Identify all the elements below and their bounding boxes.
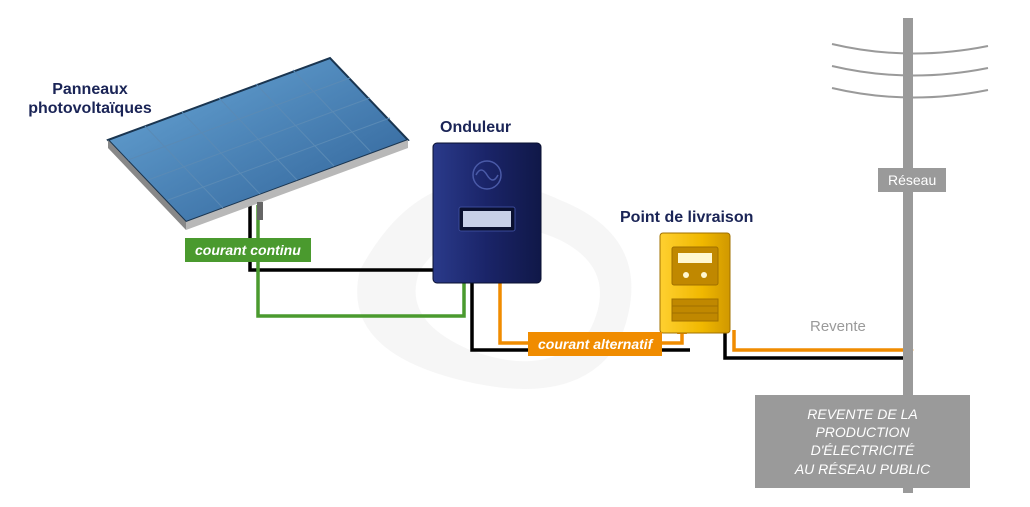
inverter-label: Onduleur [440, 118, 511, 137]
resale-label: Revente [810, 318, 866, 335]
delivery-meter-icon [650, 225, 740, 345]
grid-label-box: Réseau [878, 168, 946, 192]
inverter-icon [425, 135, 555, 295]
delivery-label: Point de livraison [620, 208, 753, 227]
panels-label: Panneauxphotovoltaïques [25, 80, 155, 118]
caption-box: REVENTE DE LA PRODUCTIOND'ÉLECTRICITÉAU … [755, 395, 970, 488]
dc-tag: courant continu [185, 238, 311, 262]
ac-tag: courant alternatif [528, 332, 662, 356]
